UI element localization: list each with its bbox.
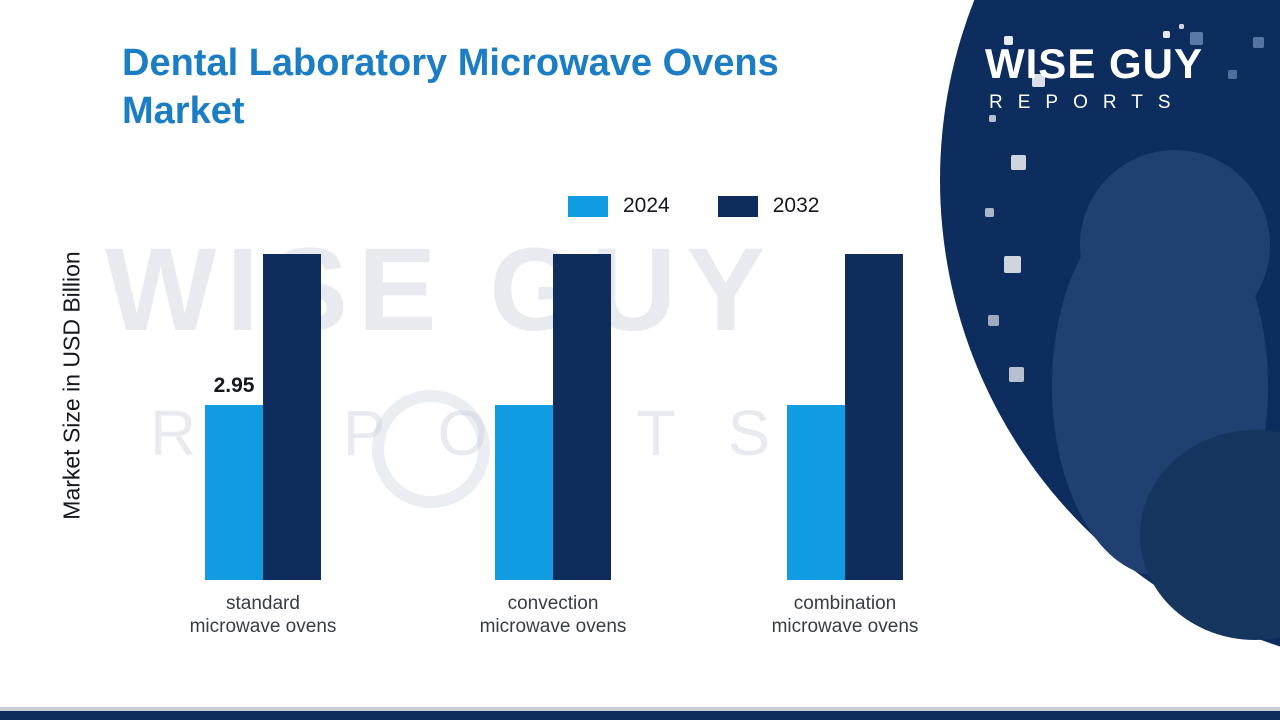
legend-swatch-2032 bbox=[717, 195, 758, 217]
bar-2032-group2 bbox=[553, 254, 611, 580]
page-title: Dental Laboratory Microwave Ovens Market bbox=[122, 42, 779, 132]
legend-item-2024: 2024 bbox=[568, 194, 670, 218]
brand-logo-secondary: REPORTS bbox=[989, 92, 1186, 113]
chart-legend: 2024 2032 bbox=[568, 194, 819, 218]
legend-label-2024: 2024 bbox=[623, 194, 670, 217]
footer-bar bbox=[0, 711, 1280, 720]
category-label-group2: convection microwave ovens bbox=[479, 593, 627, 638]
category-label-group1: standard microwave ovens bbox=[189, 593, 337, 638]
bar-2024-group1 bbox=[205, 405, 263, 580]
brand-logo: WISE GUY REPORTS bbox=[985, 40, 1203, 114]
bar-2032-group3 bbox=[845, 254, 903, 580]
legend-item-2032: 2032 bbox=[717, 194, 820, 218]
legend-swatch-2024 bbox=[568, 195, 608, 217]
footer-accent-line bbox=[0, 707, 1280, 711]
bar-2032-group1 bbox=[263, 254, 321, 580]
category-label-group3: combination microwave ovens bbox=[771, 593, 919, 638]
brand-logo-primary: WISE GUY bbox=[985, 40, 1204, 87]
bar-2024-group3 bbox=[787, 405, 845, 580]
bar-value-label: 2.95 bbox=[213, 374, 255, 397]
watermark-text-primary: WISE GUY bbox=[105, 224, 776, 356]
bar-2024-group2 bbox=[495, 405, 553, 580]
legend-label-2032: 2032 bbox=[772, 194, 820, 217]
